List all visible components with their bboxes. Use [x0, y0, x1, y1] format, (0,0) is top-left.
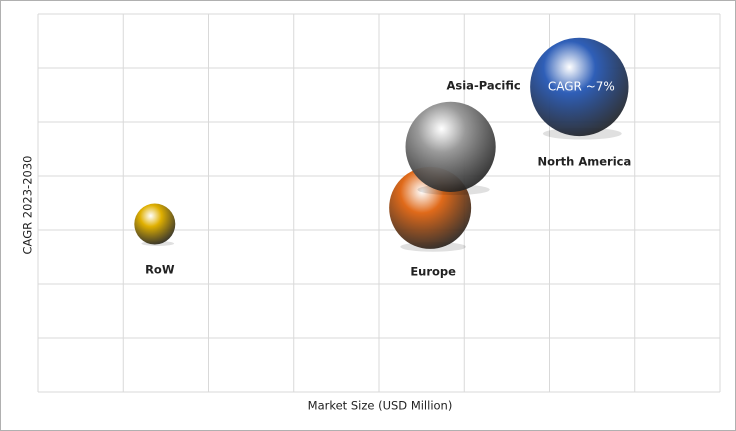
data-label: Asia-Pacific	[447, 78, 521, 92]
bubble	[405, 101, 496, 192]
annotation: CAGR ~7%	[548, 79, 615, 93]
y-axis-label: CAGR 2023-2030	[21, 156, 35, 255]
bubble	[134, 203, 176, 245]
data-label: North America	[537, 154, 631, 168]
bubble	[530, 37, 629, 137]
data-label: RoW	[145, 263, 175, 277]
x-axis-label: Market Size (USD Million)	[308, 399, 453, 413]
data-label: Europe	[410, 264, 456, 278]
